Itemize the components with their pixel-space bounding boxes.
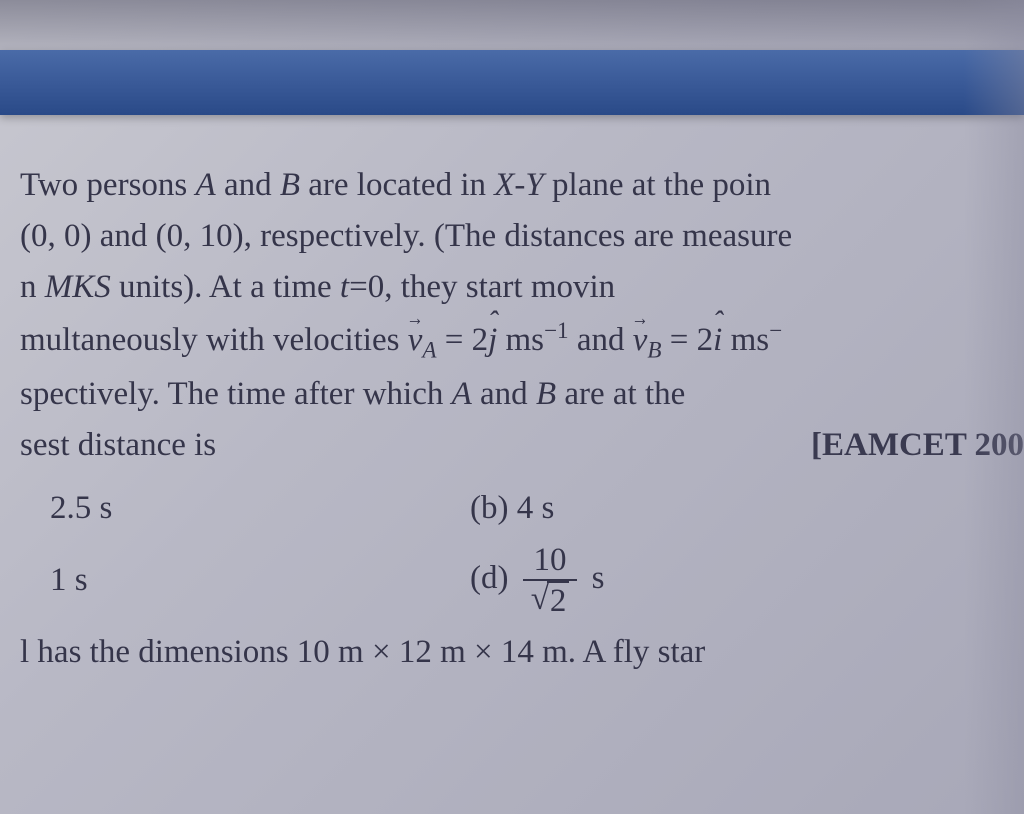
option-a: 2.5 s xyxy=(20,483,460,534)
fraction-denominator: 2 xyxy=(523,581,578,619)
question-line-1: Two persons A and B are located in X-Y p… xyxy=(20,160,1024,211)
page-right-fade xyxy=(964,0,1024,814)
sqrt: 2 xyxy=(531,581,570,619)
question-line-4: multaneously with velocities vA = 2j ms−… xyxy=(20,313,1024,368)
option-row-2: 1 s (d) 10 2 s xyxy=(20,542,1024,619)
next-question-fragment: l has the dimensions 10 m × 12 m × 14 m.… xyxy=(20,627,1024,678)
header-blue-band xyxy=(0,50,1024,115)
option-d: (d) 10 2 s xyxy=(460,542,604,619)
option-c: 1 s xyxy=(20,555,460,606)
options-block: 2.5 s (b) 4 s 1 s (d) 10 2 s xyxy=(20,483,1024,619)
question-line-5: spectively. The time after which A and B… xyxy=(20,369,1024,420)
fraction: 10 2 xyxy=(523,542,578,619)
option-row-1: 2.5 s (b) 4 s xyxy=(20,483,1024,534)
question-line-6: sest distance is [EAMCET 200 xyxy=(20,420,1024,471)
radicand: 2 xyxy=(547,581,570,619)
option-d-prefix: (d) xyxy=(470,560,508,596)
question-content: Two persons A and B are located in X-Y p… xyxy=(20,160,1024,678)
question-line-3: n MKS units). At a time t=0, they start … xyxy=(20,262,1024,313)
fraction-numerator: 10 xyxy=(523,542,578,580)
option-b: (b) 4 s xyxy=(460,483,554,534)
question-line-2: (0, 0) and (0, 10), respectively. (The d… xyxy=(20,211,1024,262)
option-d-suffix: s xyxy=(592,560,605,596)
